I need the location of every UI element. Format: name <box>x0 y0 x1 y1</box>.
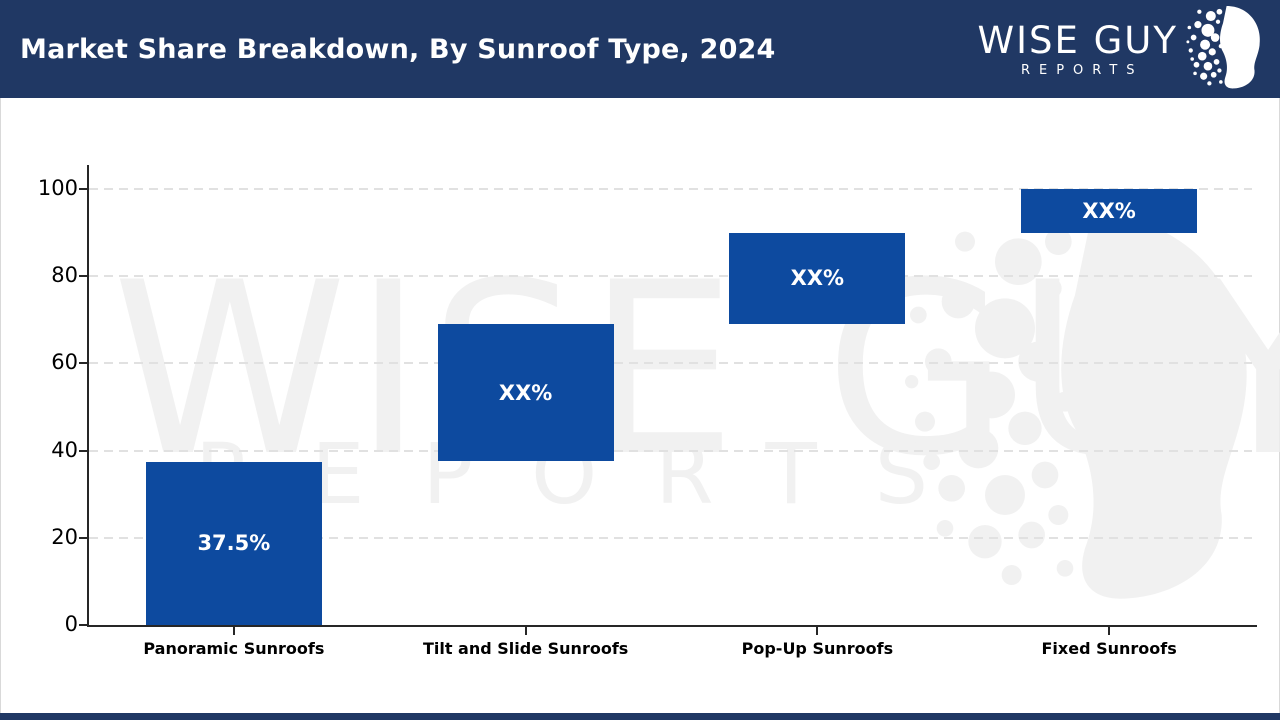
bar-segment: 37.5% <box>145 461 322 625</box>
y-tick-mark <box>79 188 87 190</box>
page-title: Market Share Breakdown, By Sunroof Type,… <box>20 33 776 65</box>
bar-value-label: XX% <box>498 380 553 405</box>
x-category-label: Fixed Sunroofs <box>1041 639 1177 658</box>
x-category-label: Tilt and Slide Sunroofs <box>422 639 629 658</box>
y-tick-mark <box>79 362 87 365</box>
y-axis-line <box>87 165 89 627</box>
y-tick-mark <box>79 275 87 278</box>
logo-head-icon <box>1186 6 1260 89</box>
x-tick-mark <box>816 627 819 635</box>
bar-value-label: XX% <box>1082 198 1136 223</box>
bar-value-label: 37.5% <box>197 531 271 556</box>
y-tick-label: 0 <box>64 612 78 636</box>
logo-text: WISE GUY REPORTS <box>978 22 1178 77</box>
bar-segment: XX% <box>1021 189 1198 233</box>
y-tick-mark <box>79 536 87 539</box>
bar-segment: XX% <box>437 324 614 462</box>
logo-wordmark: WISE GUY <box>977 18 1178 62</box>
x-tick-mark <box>1108 627 1111 635</box>
gridline-y-80 <box>89 275 1252 278</box>
x-category-label: Pop-Up Sunroofs <box>741 639 894 658</box>
gridline-y-20 <box>89 536 1252 539</box>
y-tick-label: 100 <box>37 176 78 200</box>
y-tick-label: 60 <box>51 350 78 375</box>
x-axis-line <box>87 625 1257 627</box>
bar-segment: XX% <box>729 232 906 325</box>
gridline-y-60 <box>89 362 1252 365</box>
bar-value-label: XX% <box>790 266 845 291</box>
gridline-y-100 <box>89 188 1252 190</box>
y-tick-mark <box>79 624 87 626</box>
y-tick-label: 20 <box>51 524 78 549</box>
header: Market Share Breakdown, By Sunroof Type,… <box>0 0 1280 98</box>
x-tick-mark <box>524 627 527 635</box>
gridline-y-40 <box>89 449 1252 452</box>
x-category-label: Panoramic Sunroofs <box>143 639 325 658</box>
y-tick-mark <box>79 449 87 452</box>
logo-subtitle: REPORTS <box>1020 62 1144 78</box>
logo: WISE GUY REPORTS <box>978 6 1266 92</box>
x-tick-mark <box>232 627 235 635</box>
y-tick-label: 40 <box>51 437 78 462</box>
footer-bar <box>0 713 1280 720</box>
watermark-head-icon <box>905 215 1247 599</box>
y-tick-label: 80 <box>51 263 78 288</box>
